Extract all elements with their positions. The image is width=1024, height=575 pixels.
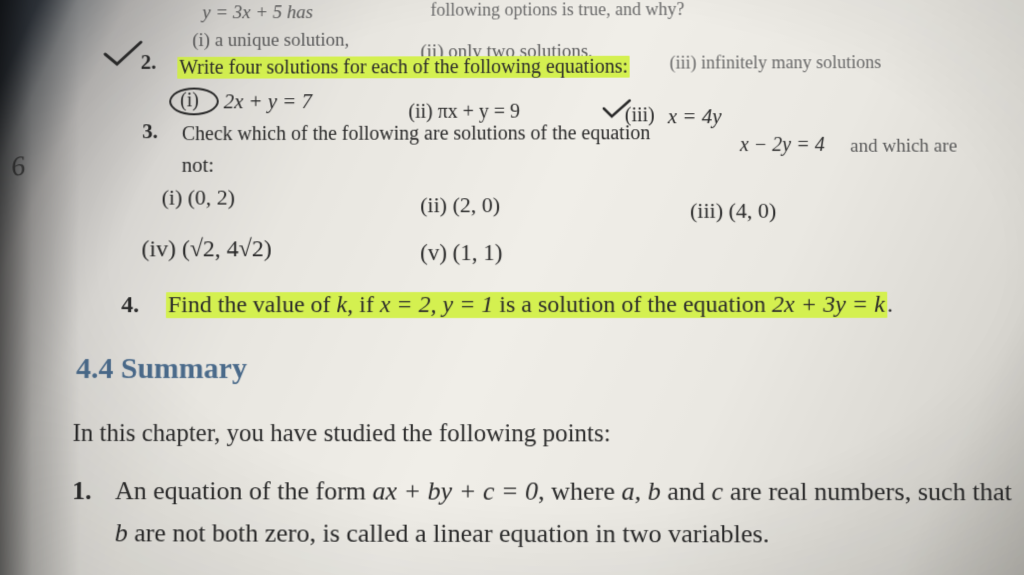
summary-intro: In this chapter, you have studied the fo… — [73, 420, 611, 448]
q2-text: Write four solutions for each of the fol… — [177, 56, 630, 80]
q3-text-b: and which are — [850, 136, 957, 158]
textbook-page: y = 3x + 5 has following options is true… — [0, 0, 1024, 575]
q1-opt-iii: (iii) infinitely many solutions — [670, 52, 882, 73]
q1-opt-i: (i) a unique solution, — [192, 30, 349, 52]
q3-opt-ii: (ii) (2, 0) — [420, 192, 500, 218]
margin-number: 6 — [9, 150, 27, 183]
q2-opt-i-eq: 2x + y = 7 — [224, 89, 312, 114]
q4-line: Find the value of k, if x = 2, y = 1 is … — [166, 292, 893, 319]
checkmark-icon — [103, 40, 143, 68]
q3-opt-i: (i) (0, 2) — [162, 185, 236, 211]
summary-heading: 4.4 Summary — [76, 352, 247, 386]
summary-p1-line2: b are not both zero, is called a linear … — [115, 518, 770, 549]
q2-opt-i-label: (i) — [180, 90, 199, 113]
q3-opt-v: (v) (1, 1) — [420, 240, 502, 266]
summary-p1-num: 1. — [72, 476, 92, 506]
q3-not: not: — [182, 153, 215, 178]
q4-number: 4. — [121, 292, 139, 319]
summary-p1-line1: An equation of the form ax + by + c = 0,… — [115, 476, 1012, 507]
q3-eq: x − 2y = 4 — [740, 134, 825, 157]
q2-opt-ii: (ii) πx + y = 9 — [408, 101, 520, 124]
q2-number: 2. — [141, 50, 157, 75]
q3-number: 3. — [142, 119, 158, 144]
q1-stem-a: y = 3x + 5 has — [202, 2, 313, 24]
q2-opt-iii-eq: x = 4y — [668, 104, 722, 129]
q3-text-a: Check which of the following are solutio… — [182, 122, 650, 146]
q3-opt-iv: (iv) (√2, 4√2) — [141, 236, 271, 263]
q3-opt-iii: (iii) (4, 0) — [690, 198, 776, 224]
q1-stem-b: following options is true, and why? — [430, 0, 684, 21]
